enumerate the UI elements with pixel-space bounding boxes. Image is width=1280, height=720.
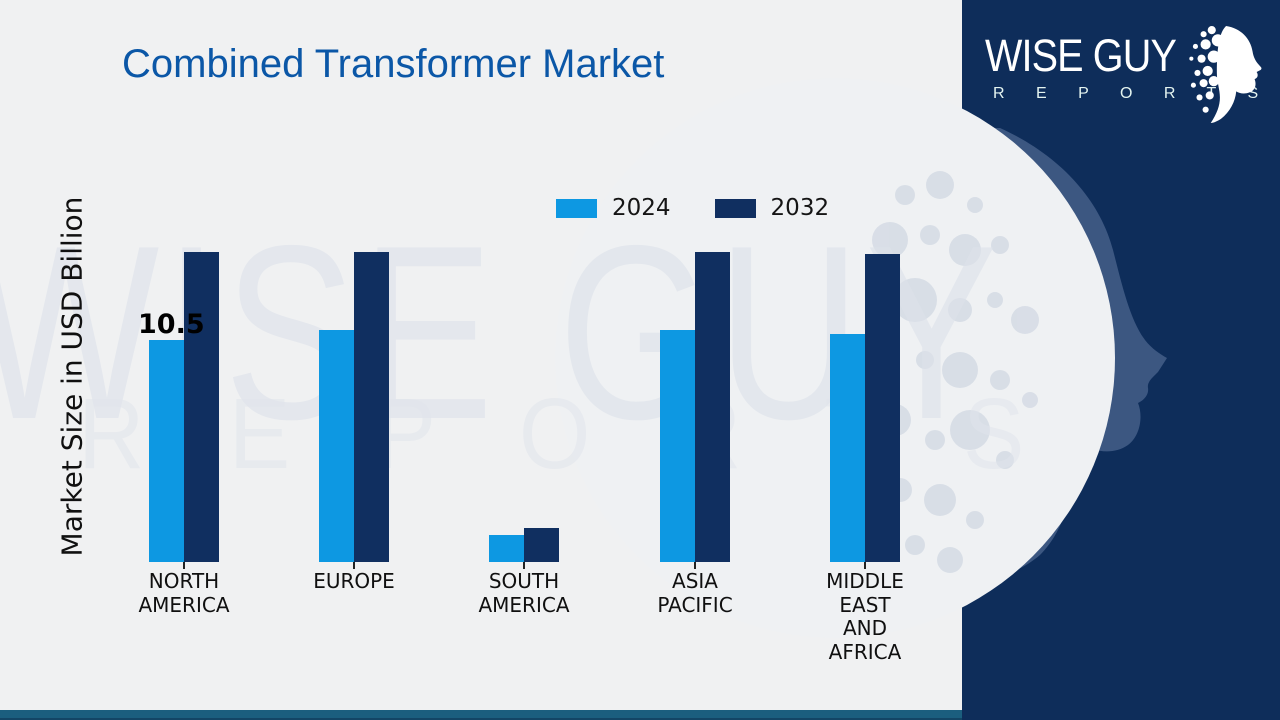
bar-2024-middle-east-and-africa — [830, 334, 865, 562]
x-tick-middle-east-and-africa — [864, 562, 866, 569]
legend-label-2032: 2032 — [770, 195, 830, 221]
legend-item-2032: 2032 — [714, 195, 830, 221]
legend-swatch-2024 — [556, 198, 597, 218]
bar-2024-south-america — [489, 535, 524, 562]
x-axis-label-asia-pacific: ASIA PACIFIC — [657, 569, 733, 617]
bottom-accent-bar — [0, 710, 962, 720]
legend-label-2024: 2024 — [612, 195, 671, 221]
bar-2032-europe — [354, 252, 389, 562]
bar-2024-europe — [319, 330, 354, 562]
logo-wordmark: WISE GUY — [985, 30, 1177, 81]
dot-pattern — [872, 171, 1039, 573]
legend-item-2024: 2024 — [556, 195, 671, 221]
x-axis-label-north-america: NORTH AMERICA — [138, 569, 230, 617]
bar-2024-north-america — [149, 340, 184, 562]
bar-2032-north-america — [184, 252, 219, 562]
logo-face-icon — [1189, 26, 1262, 123]
bar-2032-middle-east-and-africa — [865, 254, 900, 562]
value-label-north-america: 10.5 — [138, 309, 205, 340]
bar-2024-asia-pacific — [660, 330, 695, 562]
x-tick-south-america — [523, 562, 525, 569]
x-axis-label-europe: EUROPE — [313, 569, 395, 593]
bar-2032-south-america — [524, 528, 559, 562]
legend: 2024 2032 — [556, 195, 829, 221]
x-tick-europe — [353, 562, 355, 569]
x-axis-label-south-america: SOUTH AMERICA — [478, 569, 570, 617]
bar-2032-asia-pacific — [695, 252, 730, 562]
legend-swatch-2032 — [714, 198, 756, 218]
logo-subtitle: R E P O R T S — [993, 85, 1272, 102]
x-tick-north-america — [183, 562, 185, 569]
x-axis-label-middle-east-and-africa: MIDDLE EAST AND AFRICA — [826, 569, 904, 664]
chart-title: Combined Transformer Market — [122, 42, 665, 86]
x-tick-asia-pacific — [694, 562, 696, 569]
logo: WISE GUY R E P O R T S — [985, 30, 1272, 103]
